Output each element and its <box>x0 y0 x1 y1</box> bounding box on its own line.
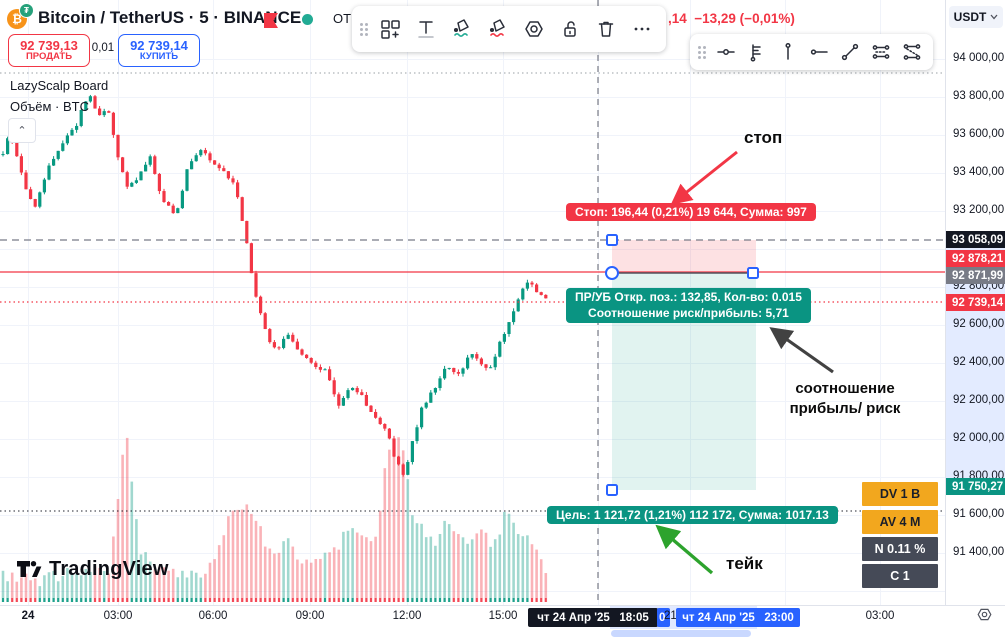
price-tick: 93 600,00 <box>953 128 1005 140</box>
time-axis[interactable]: чт 24 Апр '25 18:05 0 21 чт 24 Апр '25 2… <box>0 605 1005 629</box>
entry-pnl-label[interactable]: ПР/УБ Откр. поз.: 132,85, Кол-во: 0.015 … <box>566 288 811 324</box>
toolbar-drag-handle[interactable] <box>358 16 370 42</box>
settings-hexagon-icon[interactable] <box>516 11 552 47</box>
chevron-down-icon <box>990 14 998 20</box>
annotation-ratio-line1: соотношение <box>795 380 895 397</box>
time-tick: 15:00 <box>488 610 518 622</box>
price-label-stop: 93 058,09 <box>946 231 1005 248</box>
price-tick: 94 000,00 <box>953 52 1005 64</box>
spread-value: 0,01 <box>91 42 115 54</box>
time-tick: 06:00 <box>198 610 228 622</box>
price-tick: 92 600,00 <box>953 318 1005 330</box>
axis-settings-gear-icon[interactable] <box>973 604 995 624</box>
annotation-take-text[interactable]: тейк <box>726 554 763 573</box>
price-tick: 92 400,00 <box>953 356 1005 368</box>
text-tool-icon[interactable] <box>408 11 444 47</box>
entry-pnl-line2: Соотношение риск/прибыль: 5,71 <box>588 305 789 320</box>
floating-toolbar-main <box>352 6 666 52</box>
price-tick: 93 400,00 <box>953 166 1005 178</box>
layout-add-icon[interactable] <box>372 11 408 47</box>
lock-open-icon[interactable] <box>552 11 588 47</box>
usdt-coin-icon: ₮ <box>19 3 34 18</box>
annotation-ratio-text[interactable]: соотношение прибыль/ риск <box>785 379 905 420</box>
time-tick: 24 <box>21 610 35 622</box>
annotation-ratio-line2: прибыль/ риск <box>789 400 901 418</box>
tradingview-mark-icon <box>17 561 42 577</box>
time-tick: 12:00 <box>392 610 422 622</box>
price-label-hline: 92 878,21 <box>946 250 1005 267</box>
time-range-pill <box>611 630 751 637</box>
price-label-current: 92 739,14 <box>946 294 1005 311</box>
market-status-dot-icon[interactable] <box>302 14 313 25</box>
time-tick: 09:00 <box>295 610 325 622</box>
price-tick: 91 400,00 <box>953 546 1005 558</box>
price-label-entry: 92 871,99 <box>946 267 1005 284</box>
time-badge-anchor: чт 24 Апр '25 23:00 <box>676 608 800 627</box>
disjoint-channel-tool-icon[interactable] <box>896 37 927 67</box>
lazyscalp-badge: AV 4 M <box>862 510 938 534</box>
trend-line-tool-icon[interactable] <box>834 37 865 67</box>
lazyscalp-badge: DV 1 B <box>862 482 938 506</box>
price-tick: 93 200,00 <box>953 204 1005 216</box>
lazyscalp-badge: C 1 <box>862 564 938 588</box>
ohlc-readout-fragment: ОТ <box>333 11 352 26</box>
stop-loss-label[interactable]: Стоп: 196,44 (0,21%) 19 644, Сумма: 997 <box>566 203 816 221</box>
more-dots-icon[interactable] <box>624 11 660 47</box>
take-profit-label[interactable]: Цель: 1 121,72 (1,21%) 112 172, Сумма: 1… <box>547 506 838 524</box>
time-badge-hidden: 0 <box>657 608 670 627</box>
time-tick: 03:00 <box>103 610 133 622</box>
price-label-target: 91 750,27 <box>946 478 1005 495</box>
price-tick: 92 000,00 <box>953 432 1005 444</box>
vertical-line-tool-icon[interactable] <box>772 37 803 67</box>
parallel-channel-tool-icon[interactable] <box>865 37 896 67</box>
tradingview-logo[interactable]: TradingView <box>16 556 169 582</box>
lazyscalp-badge: N 0.11 % <box>862 537 938 561</box>
horizontal-line-tool-icon[interactable] <box>710 37 741 67</box>
buy-price: 92 739,14 <box>130 37 188 53</box>
flag-icon[interactable] <box>263 12 279 34</box>
buy-label: КУПИТЬ <box>139 51 179 63</box>
indicator-legend-lazyscalp[interactable]: LazyScalp Board <box>10 78 109 93</box>
floating-toolbar-lines <box>690 34 933 70</box>
time-tick: 03:00 <box>865 610 895 622</box>
price-axis[interactable]: 91 400,00 91 600,00 91 800,00 92 000,00 92 2… <box>945 0 1005 628</box>
paint-bucket-teal-icon[interactable] <box>444 11 480 47</box>
indicator-legend-volume[interactable]: Объём · BTC <box>10 99 89 114</box>
toolbar-drag-handle[interactable] <box>696 39 708 65</box>
time-badge-fragment: 21 <box>664 610 677 622</box>
legend-collapse-button[interactable]: ⌃ <box>8 118 36 143</box>
sell-label: ПРОДАТЬ <box>25 51 73 63</box>
symbol-title[interactable]: Bitcoin / TetherUS · 5 · BINANCE <box>38 8 302 27</box>
annotation-stop-text[interactable]: стоп <box>744 128 783 147</box>
sell-button[interactable]: 92 739,13 ПРОДАТЬ <box>8 34 90 67</box>
price-change-readout: ,14 −13,29 (−0,01%) <box>668 11 795 26</box>
horizontal-ray-tool-icon[interactable] <box>803 37 834 67</box>
currency-unit-label: USDT <box>953 10 987 24</box>
buy-button[interactable]: 92 739,14 КУПИТЬ <box>118 34 200 67</box>
tradingview-logo-text: TradingView <box>49 557 169 580</box>
price-levels-tool-icon[interactable] <box>741 37 772 67</box>
price-tick: 92 200,00 <box>953 394 1005 406</box>
sell-price: 92 739,13 <box>20 37 78 53</box>
entry-pnl-line1: ПР/УБ Откр. поз.: 132,85, Кол-во: 0.015 <box>575 290 802 304</box>
price-tick: 91 600,00 <box>953 508 1005 520</box>
paint-bucket-red-icon[interactable] <box>480 11 516 47</box>
price-tick: 93 800,00 <box>953 90 1005 102</box>
trash-icon[interactable] <box>588 11 624 47</box>
time-badge-crosshair: чт 24 Апр '25 18:05 <box>528 608 658 627</box>
currency-unit-button[interactable]: USDT <box>949 6 1003 28</box>
